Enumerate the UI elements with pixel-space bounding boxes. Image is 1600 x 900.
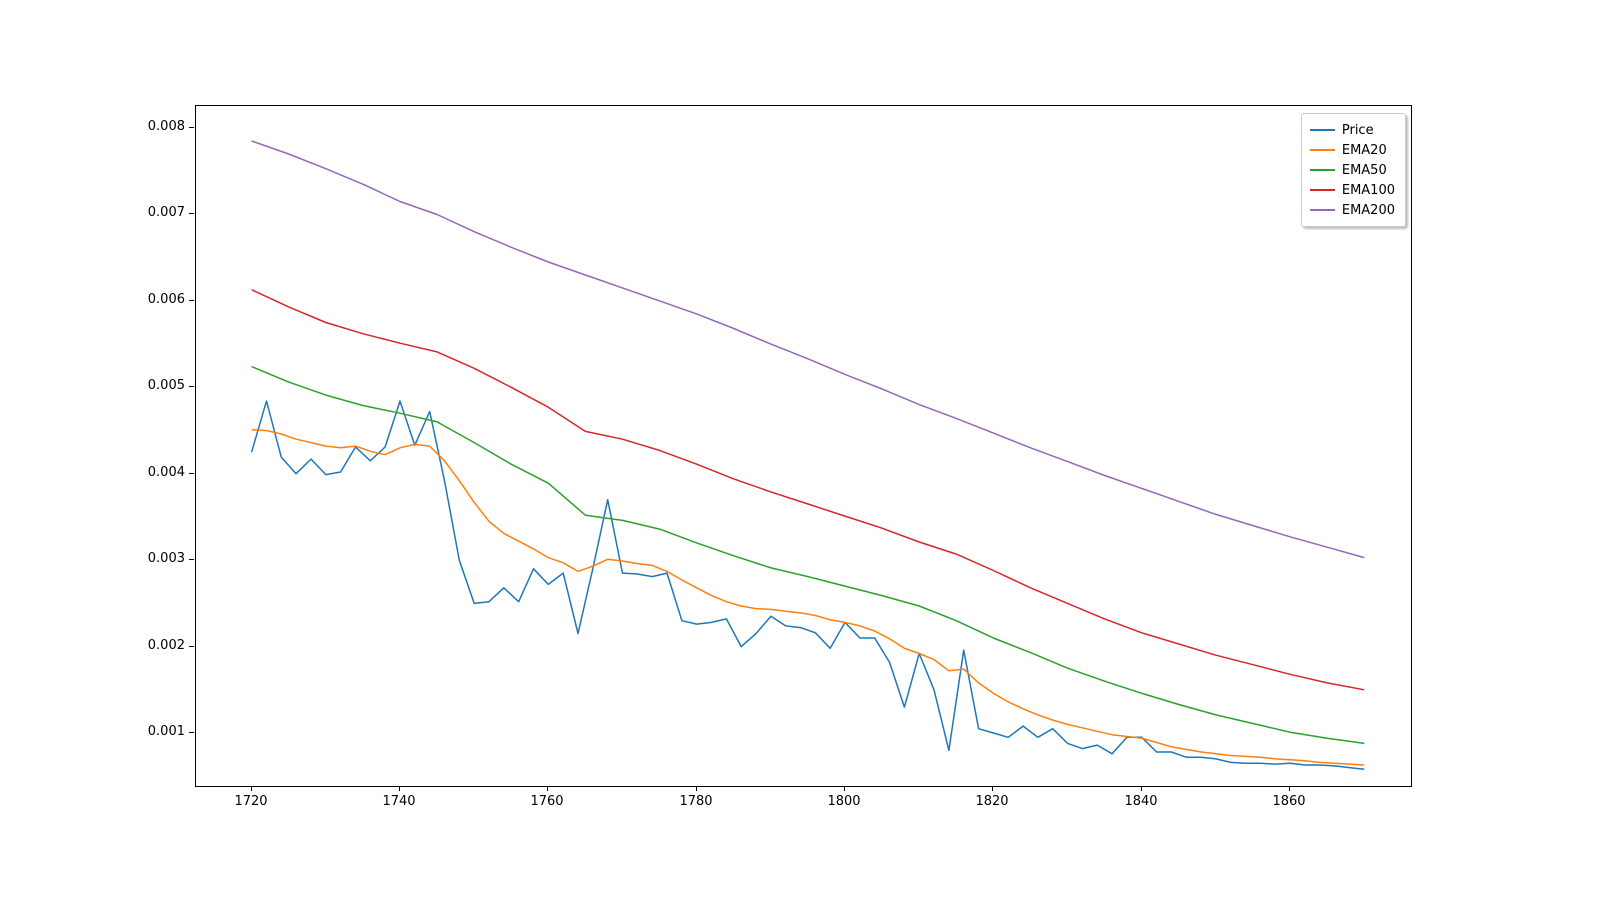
legend-label: EMA100 bbox=[1341, 182, 1395, 198]
x-tick-label: 1760 bbox=[530, 794, 564, 809]
legend: Price EMA20 EMA50 EMA100 EMA200 bbox=[1300, 113, 1406, 227]
legend-label: EMA20 bbox=[1341, 142, 1387, 158]
x-tick-mark bbox=[251, 786, 252, 791]
legend-item-ema200: EMA200 bbox=[1309, 200, 1395, 220]
x-tick-mark bbox=[844, 786, 845, 791]
legend-line-swatch bbox=[1309, 209, 1335, 211]
x-tick-mark bbox=[1141, 786, 1142, 791]
y-tick-label: 0.004 bbox=[147, 465, 185, 480]
y-tick-label: 0.001 bbox=[147, 724, 185, 739]
x-tick-mark bbox=[696, 786, 697, 791]
x-tick-mark bbox=[547, 786, 548, 791]
x-tick-label: 1820 bbox=[975, 794, 1009, 809]
legend-line-swatch bbox=[1309, 149, 1335, 151]
legend-item-ema20: EMA20 bbox=[1309, 140, 1395, 160]
x-tick-label: 1860 bbox=[1272, 794, 1306, 809]
y-tick-label: 0.008 bbox=[147, 119, 185, 134]
legend-item-price: Price bbox=[1309, 120, 1395, 140]
x-tick-mark bbox=[399, 786, 400, 791]
series-line-price bbox=[250, 400, 1365, 771]
legend-item-ema50: EMA50 bbox=[1309, 160, 1395, 180]
legend-line-swatch bbox=[1309, 129, 1335, 131]
x-tick-mark bbox=[992, 786, 993, 791]
y-tick-mark bbox=[189, 127, 194, 128]
x-tick-label: 1780 bbox=[679, 794, 713, 809]
y-tick-label: 0.006 bbox=[147, 292, 185, 307]
y-tick-mark bbox=[189, 386, 194, 387]
series-line-ema20 bbox=[251, 428, 1365, 766]
legend-label: EMA50 bbox=[1341, 162, 1387, 178]
y-tick-mark bbox=[189, 732, 194, 733]
x-tick-mark bbox=[1289, 786, 1290, 791]
y-tick-label: 0.003 bbox=[147, 551, 185, 566]
legend-label: EMA200 bbox=[1341, 202, 1395, 218]
y-tick-mark bbox=[189, 646, 194, 647]
legend-line-swatch bbox=[1309, 189, 1335, 191]
y-tick-label: 0.007 bbox=[147, 205, 185, 220]
y-tick-label: 0.005 bbox=[147, 378, 185, 393]
y-tick-mark bbox=[189, 559, 194, 560]
x-tick-label: 1740 bbox=[382, 794, 416, 809]
x-tick-label: 1840 bbox=[1124, 794, 1158, 809]
legend-line-swatch bbox=[1309, 169, 1335, 171]
plot-area: Price EMA20 EMA50 EMA100 EMA200 bbox=[195, 105, 1412, 787]
legend-label: Price bbox=[1341, 122, 1374, 138]
legend-item-ema100: EMA100 bbox=[1309, 180, 1395, 200]
y-tick-mark bbox=[189, 300, 194, 301]
chart-canvas bbox=[250, 140, 1365, 771]
y-tick-label: 0.002 bbox=[147, 638, 185, 653]
series-line-ema200 bbox=[251, 140, 1365, 559]
series-line-ema100 bbox=[251, 289, 1365, 691]
series-line-ema50 bbox=[251, 365, 1365, 745]
x-tick-label: 1800 bbox=[827, 794, 861, 809]
y-tick-mark bbox=[189, 213, 194, 214]
y-tick-mark bbox=[189, 473, 194, 474]
x-tick-label: 1720 bbox=[234, 794, 268, 809]
